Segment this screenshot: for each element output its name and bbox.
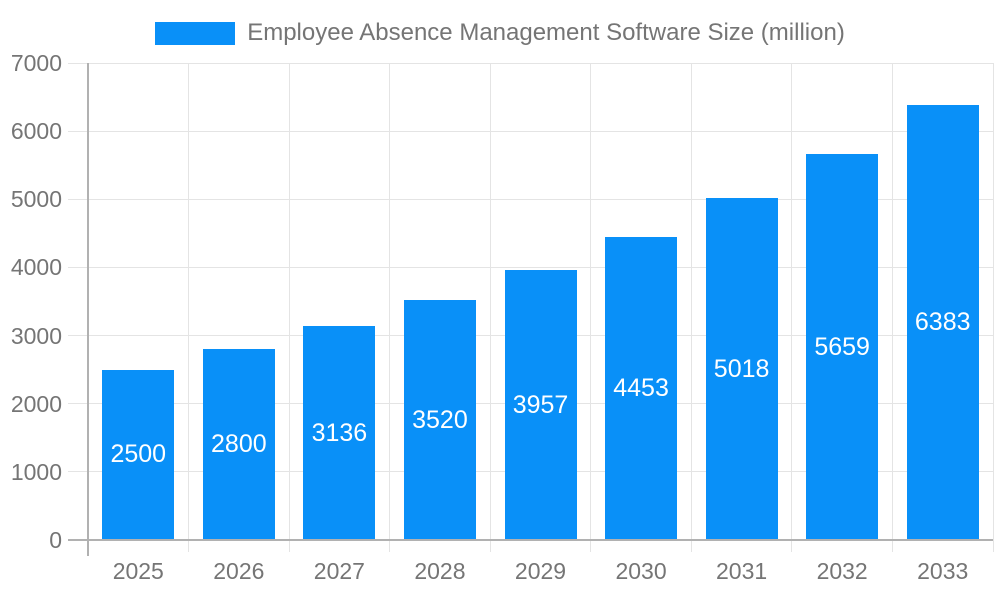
bar[interactable]: 5018: [705, 198, 778, 540]
gridline-vertical: [791, 63, 793, 552]
x-axis-tick-label: 2026: [213, 558, 265, 584]
bar[interactable]: 2800: [202, 349, 275, 540]
y-axis-tick-label: 4000: [10, 254, 62, 281]
bar-value-label: 5018: [713, 354, 770, 383]
bar[interactable]: 3957: [504, 270, 577, 540]
bar[interactable]: 3520: [403, 300, 476, 540]
x-axis-tick-label: 2030: [615, 558, 667, 584]
gridline-vertical: [590, 63, 592, 552]
gridline-vertical: [690, 63, 692, 552]
bar-value-label: 6383: [914, 308, 971, 336]
y-axis-tick-label: 3000: [10, 322, 62, 349]
gridline-horizontal: [68, 62, 993, 64]
x-axis-tick-label: 2031: [716, 558, 768, 584]
x-axis-tick-label: 2028: [414, 558, 466, 584]
x-axis-tick-label: 2032: [816, 558, 868, 584]
gridline-horizontal: [68, 266, 993, 268]
y-axis-tick-label: 1000: [10, 458, 62, 485]
bar-value-label: 2500: [110, 440, 167, 469]
gridline-vertical: [891, 63, 893, 552]
bar[interactable]: 3136: [303, 326, 376, 540]
y-axis-tick-label: 6000: [10, 118, 62, 145]
bar[interactable]: 5659: [806, 154, 879, 540]
x-axis-tick-label: 2033: [917, 558, 969, 584]
x-axis-tick-label: 2025: [112, 558, 164, 584]
bar-value-label: 3136: [311, 418, 368, 447]
y-axis-tick-label: 5000: [10, 186, 62, 213]
legend-swatch[interactable]: [155, 21, 236, 45]
y-axis-tick-label: 7000: [10, 50, 62, 76]
bar[interactable]: 2500: [102, 369, 175, 540]
gridline-horizontal: [68, 130, 993, 132]
bar-value-label: 2800: [211, 430, 267, 459]
bar-value-label: 3520: [412, 405, 468, 434]
x-axis-line: [68, 539, 993, 541]
y-axis-line: [87, 63, 89, 556]
gridline-vertical: [389, 63, 391, 552]
legend-label[interactable]: Employee Absence Management Software Siz…: [247, 19, 845, 46]
bar[interactable]: 4453: [605, 236, 678, 540]
y-axis-tick-label: 2000: [10, 390, 62, 417]
x-axis-tick-label: 2029: [514, 558, 567, 584]
bar-value-label: 3957: [512, 390, 569, 419]
gridline-vertical: [288, 63, 290, 552]
bar-value-label: 4453: [613, 373, 669, 402]
gridline-vertical: [188, 63, 190, 552]
bar[interactable]: 6383: [906, 105, 979, 540]
y-axis-tick-label: 0: [49, 527, 62, 553]
gridline-horizontal: [68, 198, 993, 200]
legend: Employee Absence Management Software Siz…: [0, 19, 1000, 47]
gridline-vertical: [992, 63, 994, 552]
bar-value-label: 5659: [814, 332, 870, 361]
gridline-vertical: [489, 63, 491, 552]
x-axis-tick-label: 2027: [313, 558, 365, 584]
